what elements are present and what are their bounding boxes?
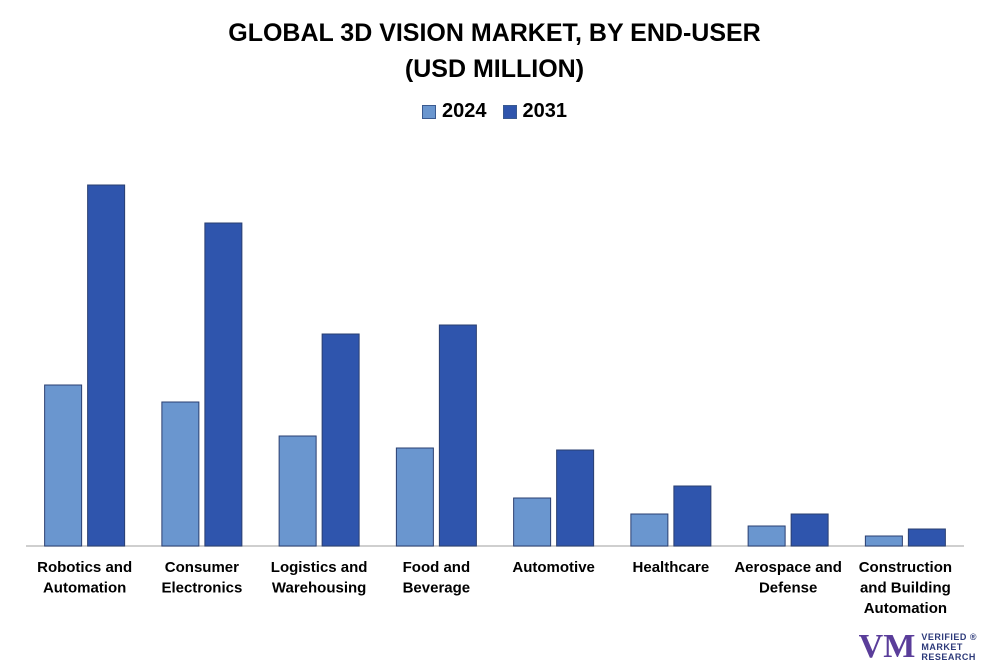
category-label-0: Robotics and Automation: [37, 559, 132, 597]
bar-2031-5: [673, 485, 712, 547]
bar-2024-2: [278, 435, 317, 547]
logo-line-3: RESEARCH: [921, 652, 976, 662]
category-label-3: Food and Beverage: [403, 559, 471, 597]
category-label-7: Construction and Building Automation: [859, 559, 952, 617]
category-label-2: Logistics and Warehousing: [271, 559, 368, 597]
bar-2024-5: [630, 513, 669, 547]
legend: 2024 2031: [0, 100, 989, 123]
legend-swatch-2024: [422, 104, 436, 119]
logo-line-2: MARKET: [921, 642, 963, 652]
logo-line-1: VERIFIED ®: [921, 632, 977, 642]
bar-2031-0: [87, 184, 126, 547]
bar-2031-3: [438, 324, 477, 547]
logo-wordmark: VERIFIED ® MARKET RESEARCH: [921, 632, 977, 662]
bar-2024-3: [395, 447, 434, 547]
bar-2031-4: [556, 449, 595, 547]
bar-2024-1: [161, 401, 200, 547]
chart-subtitle: (USD MILLION): [404, 55, 585, 83]
category-label-5: Healthcare: [633, 559, 710, 576]
logo-mark: VM: [858, 628, 916, 665]
legend-label-2024: 2024: [442, 100, 487, 122]
category-label-4: Automotive: [512, 559, 595, 576]
legend-swatch-2031: [502, 104, 517, 119]
bar-2024-7: [864, 535, 903, 547]
bar-2024-4: [513, 497, 552, 547]
bar-2024-6: [747, 525, 786, 547]
category-label-1: Consumer Electronics: [161, 559, 242, 597]
legend-label-2031: 2031: [522, 100, 568, 122]
legend-item-2031: 2031: [502, 100, 568, 123]
bar-2024-0: [44, 384, 83, 547]
verified-market-research-logo: VM VERIFIED ® MARKET RESEARCH: [859, 630, 977, 664]
legend-item-2024: 2024: [422, 100, 487, 123]
chart-title: GLOBAL 3D VISION MARKET, BY END-USER: [228, 19, 761, 47]
bar-2031-7: [907, 528, 946, 547]
category-label-6: Aerospace and Defense: [734, 559, 842, 597]
bar-2031-2: [321, 333, 360, 547]
bar-2031-1: [204, 222, 243, 547]
bar-2031-6: [790, 513, 829, 547]
